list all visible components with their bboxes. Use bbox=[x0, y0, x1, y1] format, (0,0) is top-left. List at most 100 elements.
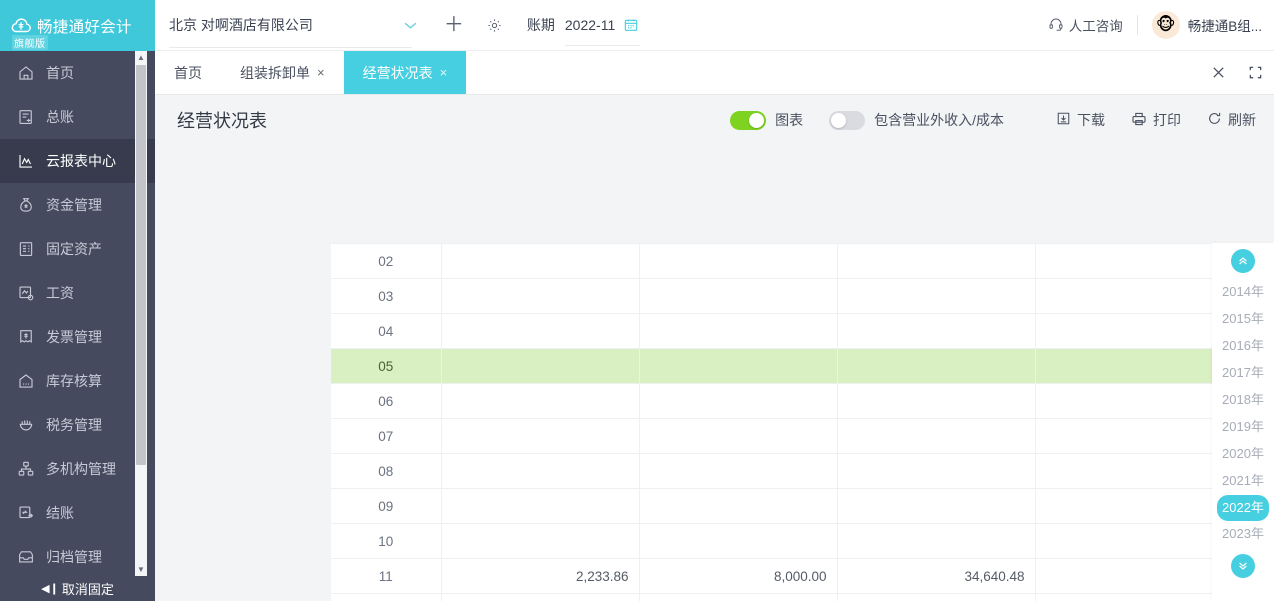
table-cell-period: 11 bbox=[331, 558, 442, 594]
sidebar-item-label: 首页 bbox=[46, 65, 74, 81]
sidebar-scrollbar-thumb[interactable] bbox=[136, 65, 146, 465]
year-item[interactable]: 2014年 bbox=[1222, 284, 1264, 299]
table-cell-value bbox=[837, 313, 1036, 349]
table-cell-period: 07 bbox=[331, 418, 442, 454]
year-item[interactable]: 2016年 bbox=[1222, 337, 1264, 353]
year-item[interactable]: 2023年 bbox=[1222, 526, 1264, 542]
report-table-container[interactable]: 02 03 04 05 06 07 08 09 10 11 2,233.86 8,000.00 34,6… bbox=[331, 243, 1274, 601]
user-name[interactable]: 畅捷通B组... bbox=[1187, 19, 1262, 34]
tab-label: 首页 bbox=[174, 64, 202, 81]
table-row[interactable]: 09 bbox=[331, 488, 1274, 524]
year-item[interactable]: 2017年 bbox=[1222, 364, 1264, 380]
main-area: 北京 对啊酒店有限公司 ＋ 账期 2022-11 bbox=[155, 0, 1274, 601]
year-item[interactable]: 2018年 bbox=[1222, 391, 1264, 407]
cloud-logo-icon bbox=[10, 15, 32, 37]
sidebar-item-home[interactable]: 首页 bbox=[0, 51, 155, 95]
table-cell-value bbox=[1035, 313, 1234, 349]
table-row[interactable]: 08 bbox=[331, 453, 1274, 489]
table-cell-period: 06 bbox=[331, 383, 442, 419]
sidebar-item-invoice[interactable]: 发票管理 bbox=[0, 315, 155, 359]
scroll-down-arrow-icon[interactable]: ▼ bbox=[137, 565, 145, 574]
year-item[interactable]: 2019年 bbox=[1222, 418, 1264, 434]
sidebar-scrollbar[interactable]: ▲ ▼ bbox=[135, 51, 147, 576]
sidebar-item-settlement[interactable]: 结账 bbox=[0, 491, 155, 535]
sidebar-item-fund-management[interactable]: 资金管理 bbox=[0, 183, 155, 227]
table-cell-value bbox=[1035, 558, 1234, 594]
include-toggle-switch[interactable] bbox=[829, 110, 866, 130]
close-icon[interactable]: × bbox=[317, 65, 325, 80]
sidebar-item-ledger[interactable]: 总账 bbox=[0, 95, 155, 139]
table-row[interactable]: 04 bbox=[331, 313, 1274, 349]
asset-icon bbox=[16, 240, 35, 259]
include-nonoperating-toggle[interactable]: 包含营业外收入/成本 bbox=[829, 110, 1004, 130]
table-row[interactable]: 07 bbox=[331, 418, 1274, 454]
toggle-knob bbox=[749, 112, 765, 128]
table-cell-value bbox=[837, 278, 1036, 314]
refresh-label: 刷新 bbox=[1228, 112, 1256, 128]
table-row[interactable]: 05 bbox=[331, 348, 1274, 384]
sidebar-item-payroll[interactable]: 工资 bbox=[0, 271, 155, 315]
sidebar-item-label: 资金管理 bbox=[46, 197, 102, 213]
table-row[interactable]: 06 bbox=[331, 383, 1274, 419]
chart-toggle-switch[interactable] bbox=[730, 110, 767, 130]
period-value[interactable]: 2022-11 bbox=[564, 17, 641, 46]
period-label: 账期 bbox=[526, 17, 555, 33]
gear-icon[interactable] bbox=[486, 17, 503, 34]
table-cell-value bbox=[639, 523, 838, 559]
refresh-button[interactable]: 刷新 bbox=[1207, 110, 1256, 130]
calendar-icon[interactable] bbox=[623, 17, 639, 33]
brand-header: 畅捷通好会计 旗舰版 bbox=[0, 0, 155, 51]
invoice-icon bbox=[16, 328, 35, 347]
sidebar-item-tax[interactable]: 税务管理 bbox=[0, 403, 155, 447]
table-cell-period: 12 bbox=[331, 593, 442, 601]
human-consult-button[interactable]: 人工咨询 bbox=[1048, 15, 1123, 35]
table-row[interactable]: 10 bbox=[331, 523, 1274, 559]
tab-business-status-report[interactable]: 经营状况表 × bbox=[343, 51, 467, 94]
chevrons-up-icon[interactable] bbox=[1231, 249, 1255, 273]
chart-toggle[interactable]: 图表 bbox=[730, 110, 803, 130]
table-cell-value bbox=[639, 593, 838, 601]
table-cell-value bbox=[441, 593, 640, 601]
sidebar-item-inventory[interactable]: 库存核算 bbox=[0, 359, 155, 403]
year-item[interactable]: 2020年 bbox=[1222, 445, 1264, 461]
chevrons-down-icon[interactable] bbox=[1231, 554, 1255, 579]
close-icon[interactable]: × bbox=[439, 65, 448, 80]
year-item[interactable]: 2022年 bbox=[1217, 494, 1269, 522]
avatar[interactable]: 🐵 bbox=[1151, 11, 1180, 39]
report-toolbar: 图表 包含营业外收入/成本 下载 bbox=[730, 110, 1256, 130]
print-button[interactable]: 打印 bbox=[1131, 110, 1181, 130]
top-bar-divider bbox=[1136, 15, 1138, 35]
scroll-up-arrow-icon[interactable]: ▲ bbox=[137, 53, 145, 62]
include-toggle-label: 包含营业外收入/成本 bbox=[874, 112, 1004, 128]
table-row[interactable]: 02 bbox=[331, 243, 1274, 279]
unpin-sidebar-button[interactable]: ◀❙ 取消固定 bbox=[0, 576, 155, 601]
sidebar-item-multi-org[interactable]: 多机构管理 bbox=[0, 447, 155, 491]
table-cell-period: 10 bbox=[331, 523, 442, 559]
table-row[interactable]: 03 bbox=[331, 278, 1274, 314]
tab-home[interactable]: 首页 bbox=[155, 51, 221, 94]
tab-assembly-disassembly-order[interactable]: 组装拆卸单 × bbox=[221, 51, 344, 94]
tab-label: 经营状况表 bbox=[362, 64, 433, 81]
year-list: 2014年 2015年 2016年 2017年 2018年 2019年 2020年 2021年… bbox=[1217, 279, 1269, 548]
plus-icon[interactable]: ＋ bbox=[443, 14, 464, 36]
sidebar-item-label: 税务管理 bbox=[46, 417, 102, 433]
brand-name: 畅捷通好会计 bbox=[37, 18, 132, 36]
fullscreen-icon[interactable] bbox=[1237, 51, 1274, 94]
sidebar-item-fixed-assets[interactable]: 固定资产 bbox=[0, 227, 155, 271]
chevron-down-icon[interactable] bbox=[403, 18, 418, 33]
table-cell-value bbox=[1035, 383, 1234, 419]
company-selector[interactable]: 北京 对啊酒店有限公司 bbox=[169, 15, 418, 48]
headset-icon bbox=[1048, 16, 1064, 35]
table-cell-value bbox=[639, 278, 838, 314]
sidebar-item-archive[interactable]: 归档管理 bbox=[0, 535, 155, 576]
sidebar-item-cloud-report-center[interactable]: 云报表中心 bbox=[0, 139, 155, 183]
download-button[interactable]: 下载 bbox=[1056, 110, 1105, 130]
close-icon[interactable] bbox=[1200, 51, 1237, 94]
table-row[interactable]: 12 bbox=[331, 593, 1274, 601]
year-item[interactable]: 2021年 bbox=[1222, 472, 1264, 488]
table-cell-value bbox=[837, 593, 1036, 601]
year-item[interactable]: 2015年 bbox=[1222, 310, 1264, 326]
tab-label: 组装拆卸单 bbox=[240, 64, 310, 81]
